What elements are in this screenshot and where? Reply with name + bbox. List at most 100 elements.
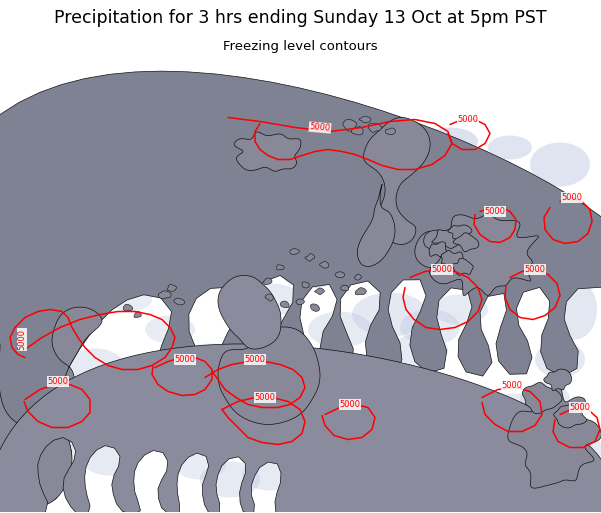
Polygon shape	[0, 71, 601, 512]
Text: 5000: 5000	[561, 193, 582, 202]
Ellipse shape	[145, 315, 195, 344]
Polygon shape	[355, 288, 366, 295]
Ellipse shape	[392, 333, 448, 365]
Polygon shape	[343, 120, 356, 131]
Polygon shape	[432, 229, 463, 248]
Ellipse shape	[402, 400, 458, 429]
Text: 5000: 5000	[484, 207, 505, 216]
Text: 5000: 5000	[570, 403, 591, 412]
Polygon shape	[280, 301, 289, 308]
Ellipse shape	[535, 342, 585, 378]
Polygon shape	[277, 265, 284, 270]
Polygon shape	[218, 275, 281, 349]
Ellipse shape	[308, 311, 372, 347]
Ellipse shape	[108, 287, 152, 311]
Ellipse shape	[458, 175, 522, 204]
Ellipse shape	[174, 449, 226, 480]
Ellipse shape	[180, 344, 240, 376]
Polygon shape	[265, 294, 273, 301]
Polygon shape	[453, 233, 479, 252]
Ellipse shape	[352, 292, 428, 337]
Polygon shape	[296, 299, 304, 305]
Polygon shape	[302, 282, 309, 288]
Ellipse shape	[350, 464, 410, 496]
Ellipse shape	[67, 348, 123, 381]
Ellipse shape	[535, 254, 575, 285]
Polygon shape	[508, 386, 601, 488]
Ellipse shape	[402, 459, 458, 490]
Polygon shape	[335, 272, 344, 278]
Polygon shape	[368, 123, 381, 132]
Ellipse shape	[495, 195, 545, 220]
Ellipse shape	[422, 128, 478, 155]
Text: 5000: 5000	[17, 329, 26, 350]
Text: 5000: 5000	[501, 381, 522, 390]
Ellipse shape	[553, 280, 597, 340]
Polygon shape	[0, 344, 601, 513]
Ellipse shape	[265, 344, 315, 371]
Ellipse shape	[432, 294, 488, 325]
Ellipse shape	[153, 416, 197, 444]
Text: 5000: 5000	[174, 355, 195, 364]
Polygon shape	[415, 231, 450, 267]
Ellipse shape	[350, 136, 440, 172]
Ellipse shape	[360, 397, 420, 432]
Polygon shape	[429, 242, 448, 257]
Polygon shape	[424, 215, 538, 295]
Text: Freezing level contours: Freezing level contours	[223, 40, 378, 52]
Polygon shape	[290, 249, 299, 254]
Ellipse shape	[228, 397, 292, 432]
Polygon shape	[441, 250, 463, 269]
Polygon shape	[174, 298, 185, 305]
Ellipse shape	[290, 441, 340, 468]
Polygon shape	[385, 128, 395, 135]
Text: 5000: 5000	[432, 265, 453, 274]
Ellipse shape	[238, 284, 302, 315]
Polygon shape	[355, 274, 361, 280]
Ellipse shape	[450, 402, 510, 438]
Ellipse shape	[487, 393, 543, 425]
Polygon shape	[264, 278, 272, 285]
Polygon shape	[364, 117, 430, 245]
Polygon shape	[158, 291, 171, 299]
Ellipse shape	[325, 456, 375, 483]
Polygon shape	[544, 369, 572, 390]
Ellipse shape	[180, 424, 240, 456]
Ellipse shape	[242, 459, 298, 490]
Polygon shape	[359, 116, 371, 123]
Polygon shape	[123, 304, 133, 311]
Polygon shape	[522, 383, 562, 413]
Polygon shape	[0, 307, 102, 513]
Text: 5000: 5000	[245, 355, 266, 364]
Ellipse shape	[110, 404, 160, 436]
Ellipse shape	[262, 413, 318, 445]
Ellipse shape	[342, 242, 418, 278]
Ellipse shape	[490, 462, 550, 498]
Ellipse shape	[488, 135, 532, 160]
Polygon shape	[352, 127, 363, 135]
Polygon shape	[305, 253, 315, 261]
Ellipse shape	[50, 428, 100, 461]
Polygon shape	[358, 184, 395, 266]
Ellipse shape	[32, 327, 72, 351]
Text: 5000: 5000	[457, 115, 478, 124]
Text: 5000: 5000	[254, 393, 275, 402]
Text: 5000: 5000	[525, 265, 546, 274]
Polygon shape	[448, 225, 472, 240]
Ellipse shape	[82, 444, 138, 476]
Ellipse shape	[558, 431, 601, 467]
Ellipse shape	[530, 143, 590, 187]
Text: Precipitation for 3 hrs ending Sunday 13 Oct at 5pm PST: Precipitation for 3 hrs ending Sunday 13…	[54, 9, 547, 27]
Polygon shape	[167, 285, 177, 291]
Text: 5000: 5000	[47, 377, 69, 386]
Ellipse shape	[425, 234, 495, 274]
Ellipse shape	[33, 458, 77, 485]
Polygon shape	[134, 312, 141, 318]
Ellipse shape	[448, 442, 512, 478]
Ellipse shape	[282, 261, 338, 288]
Polygon shape	[453, 259, 473, 275]
Text: 5000: 5000	[340, 400, 361, 409]
Polygon shape	[234, 132, 301, 171]
Polygon shape	[311, 304, 319, 311]
Ellipse shape	[40, 376, 84, 404]
